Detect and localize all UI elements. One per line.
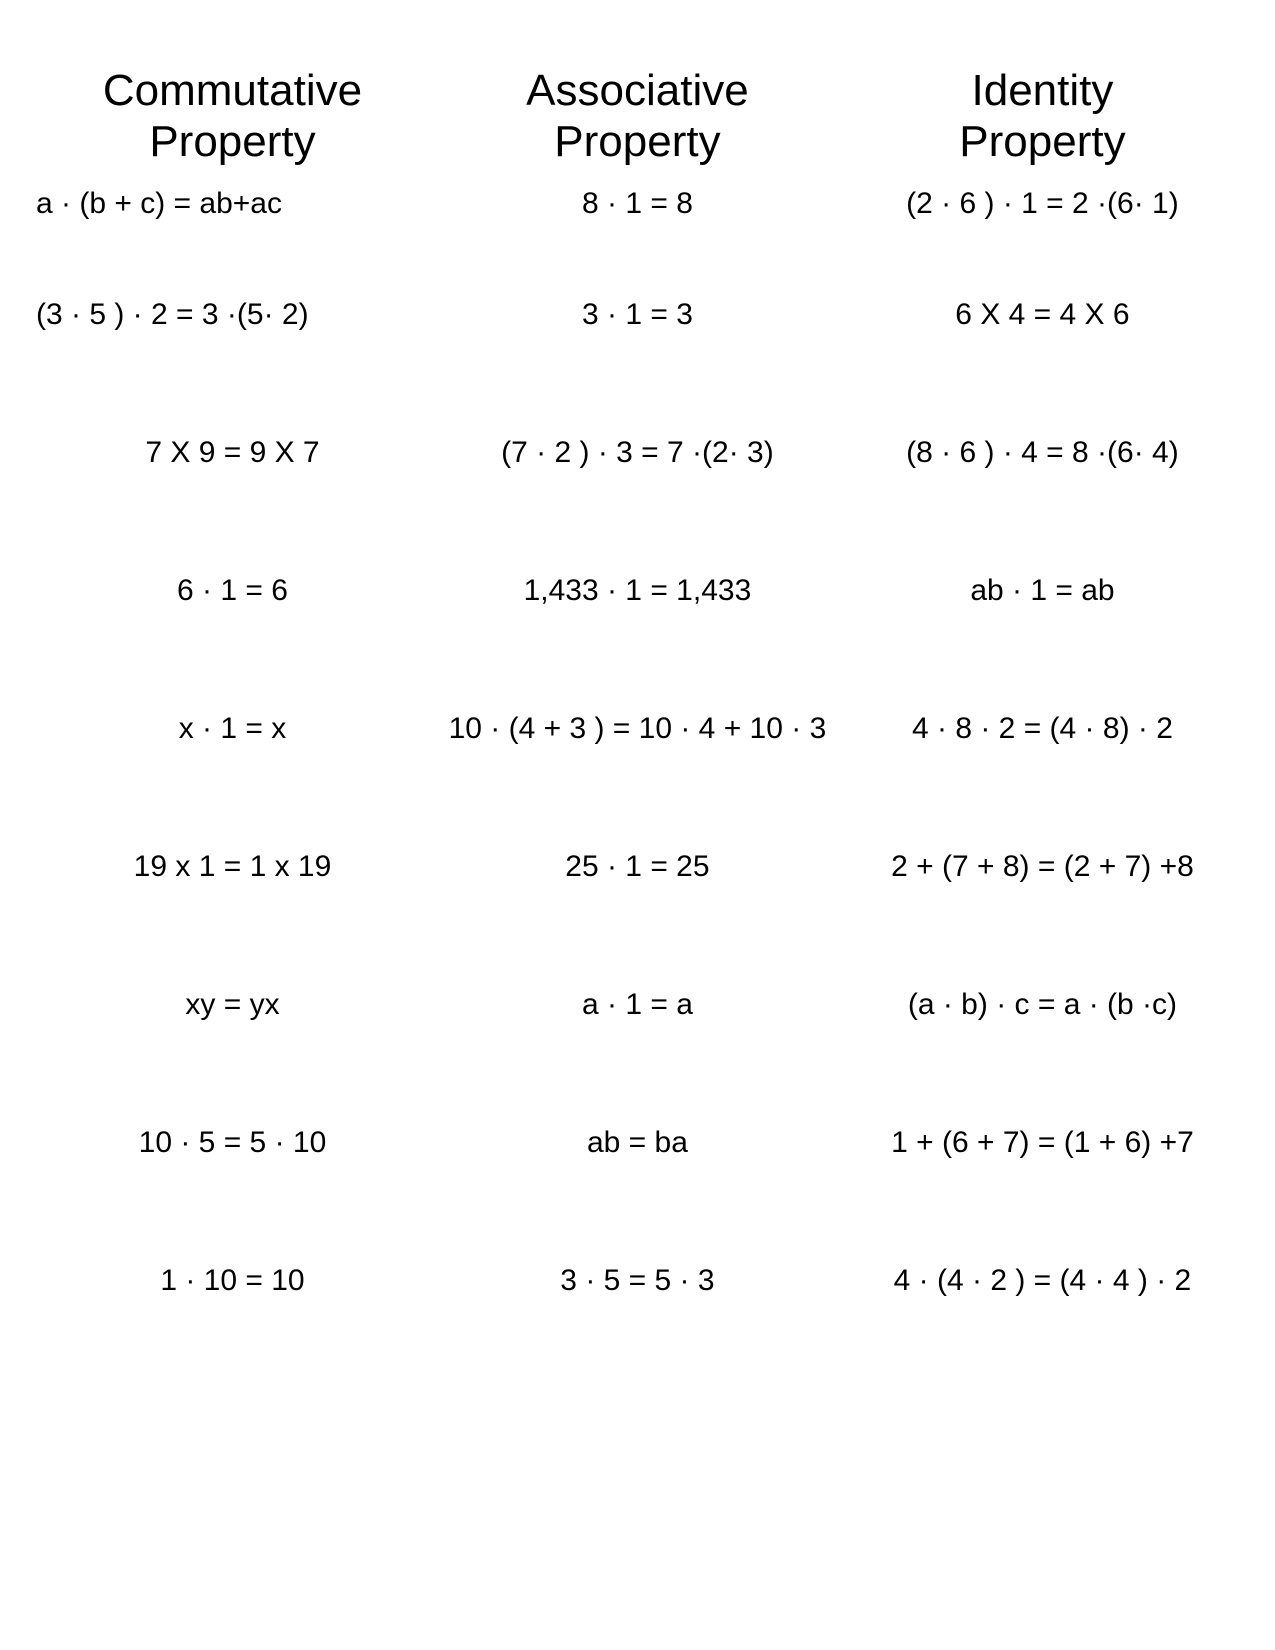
row-2: 7 X 9 = 9 X 7 (7 · 2 ) · 3 = 7 ·(2· 3) (… <box>30 384 1245 522</box>
cell-r0c2: (2 · 6 ) · 1 = 2 ·(6· 1) <box>840 186 1245 246</box>
cell-r8c1: 3 · 5 = 5 · 3 <box>435 1212 840 1350</box>
header-associative: Associative Property <box>435 60 840 186</box>
cell-r8c0: 1 · 10 = 10 <box>30 1212 435 1350</box>
row-8: 1 · 10 = 10 3 · 5 = 5 · 3 4 · (4 · 2 ) =… <box>30 1212 1245 1350</box>
row-0: a · (b + c) = ab+ac 8 · 1 = 8 (2 · 6 ) ·… <box>30 186 1245 246</box>
cell-r5c1: 25 · 1 = 25 <box>435 798 840 936</box>
cell-r1c2: 6 X 4 = 4 X 6 <box>840 246 1245 384</box>
header-row: Commutative Property Associative Propert… <box>30 60 1245 186</box>
properties-grid: Commutative Property Associative Propert… <box>30 60 1245 1350</box>
cell-r8c2: 4 · (4 · 2 ) = (4 · 4 ) · 2 <box>840 1212 1245 1350</box>
cell-r4c1: 10 · (4 + 3 ) = 10 · 4 + 10 · 3 <box>435 660 840 798</box>
cell-r6c0: xy = yx <box>30 936 435 1074</box>
cell-r7c0: 10 · 5 = 5 · 10 <box>30 1074 435 1212</box>
worksheet-page: Commutative Property Associative Propert… <box>0 0 1275 1650</box>
cell-r7c2: 1 + (6 + 7) = (1 + 6) +7 <box>840 1074 1245 1212</box>
cell-r2c0: 7 X 9 = 9 X 7 <box>30 384 435 522</box>
row-4: x · 1 = x 10 · (4 + 3 ) = 10 · 4 + 10 · … <box>30 660 1245 798</box>
cell-r5c2: 2 + (7 + 8) = (2 + 7) +8 <box>840 798 1245 936</box>
cell-r0c1: 8 · 1 = 8 <box>435 186 840 246</box>
cell-r6c2: (a · b) · c = a · (b ·c) <box>840 936 1245 1074</box>
row-1: (3 · 5 ) · 2 = 3 ·(5· 2) 3 · 1 = 3 6 X 4… <box>30 246 1245 384</box>
cell-r0c0: a · (b + c) = ab+ac <box>30 186 435 246</box>
row-7: 10 · 5 = 5 · 10 ab = ba 1 + (6 + 7) = (1… <box>30 1074 1245 1212</box>
row-3: 6 · 1 = 6 1,433 · 1 = 1,433 ab · 1 = ab <box>30 522 1245 660</box>
row-5: 19 x 1 = 1 x 19 25 · 1 = 25 2 + (7 + 8) … <box>30 798 1245 936</box>
cell-r2c1: (7 · 2 ) · 3 = 7 ·(2· 3) <box>435 384 840 522</box>
row-6: xy = yx a · 1 = a (a · b) · c = a · (b ·… <box>30 936 1245 1074</box>
cell-r5c0: 19 x 1 = 1 x 19 <box>30 798 435 936</box>
cell-r4c2: 4 · 8 · 2 = (4 · 8) · 2 <box>840 660 1245 798</box>
cell-r2c2: (8 · 6 ) · 4 = 8 ·(6· 4) <box>840 384 1245 522</box>
cell-r4c0: x · 1 = x <box>30 660 435 798</box>
header-commutative: Commutative Property <box>30 60 435 186</box>
cell-r1c1: 3 · 1 = 3 <box>435 246 840 384</box>
cell-r6c1: a · 1 = a <box>435 936 840 1074</box>
cell-r1c0: (3 · 5 ) · 2 = 3 ·(5· 2) <box>30 246 435 384</box>
cell-r3c2: ab · 1 = ab <box>840 522 1245 660</box>
cell-r7c1: ab = ba <box>435 1074 840 1212</box>
header-identity: Identity Property <box>840 60 1245 186</box>
cell-r3c0: 6 · 1 = 6 <box>30 522 435 660</box>
cell-r3c1: 1,433 · 1 = 1,433 <box>435 522 840 660</box>
